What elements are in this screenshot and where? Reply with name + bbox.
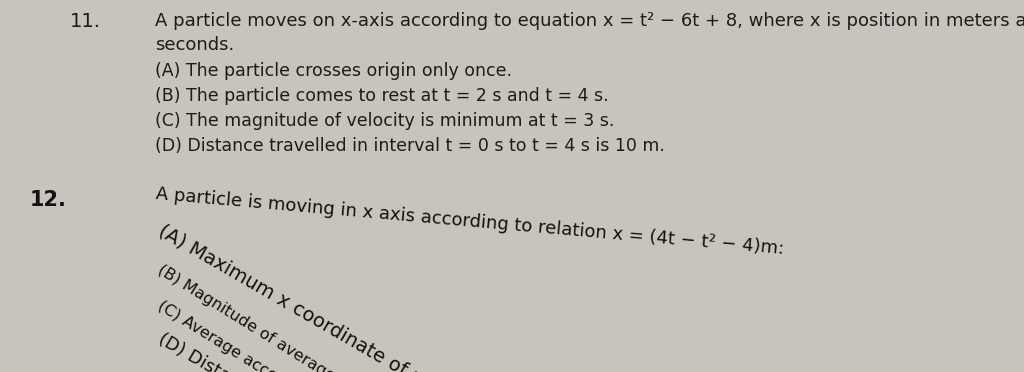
Text: (C) Average acceleration is equal to instantaneous acceleration during interval : (C) Average acceleration is equal to ins… xyxy=(155,298,810,372)
Text: (A) Maximum x coordinate of particle is 4m: (A) Maximum x coordinate of particle is … xyxy=(155,222,530,372)
Text: seconds.: seconds. xyxy=(155,36,234,54)
Text: (B) The particle comes to rest at t = 2 s and t = 4 s.: (B) The particle comes to rest at t = 2 … xyxy=(155,87,608,105)
Text: (A) The particle crosses origin only once.: (A) The particle crosses origin only onc… xyxy=(155,62,512,80)
Text: (D) Distance travelled in interval t = 0 s to t = 4 s is 10 m.: (D) Distance travelled in interval t = 0… xyxy=(155,137,665,155)
Text: (B) Magnitude of average velocity is equal to average speed, for time interval t: (B) Magnitude of average velocity is equ… xyxy=(155,262,804,372)
Text: (C) The magnitude of velocity is minimum at t = 3 s.: (C) The magnitude of velocity is minimum… xyxy=(155,112,614,130)
Text: A particle moves on x-axis according to equation x = t² − 6t + 8, where x is pos: A particle moves on x-axis according to … xyxy=(155,12,1024,30)
Text: 12.: 12. xyxy=(30,190,67,210)
Text: (D) Distance travelled in interval t = 0s to t = 4s is 8m.: (D) Distance travelled in interval t = 0… xyxy=(155,330,597,372)
Text: A particle is moving in x axis according to relation x = (4t − t² − 4)m:: A particle is moving in x axis according… xyxy=(155,185,784,258)
Text: 11.: 11. xyxy=(70,12,101,31)
